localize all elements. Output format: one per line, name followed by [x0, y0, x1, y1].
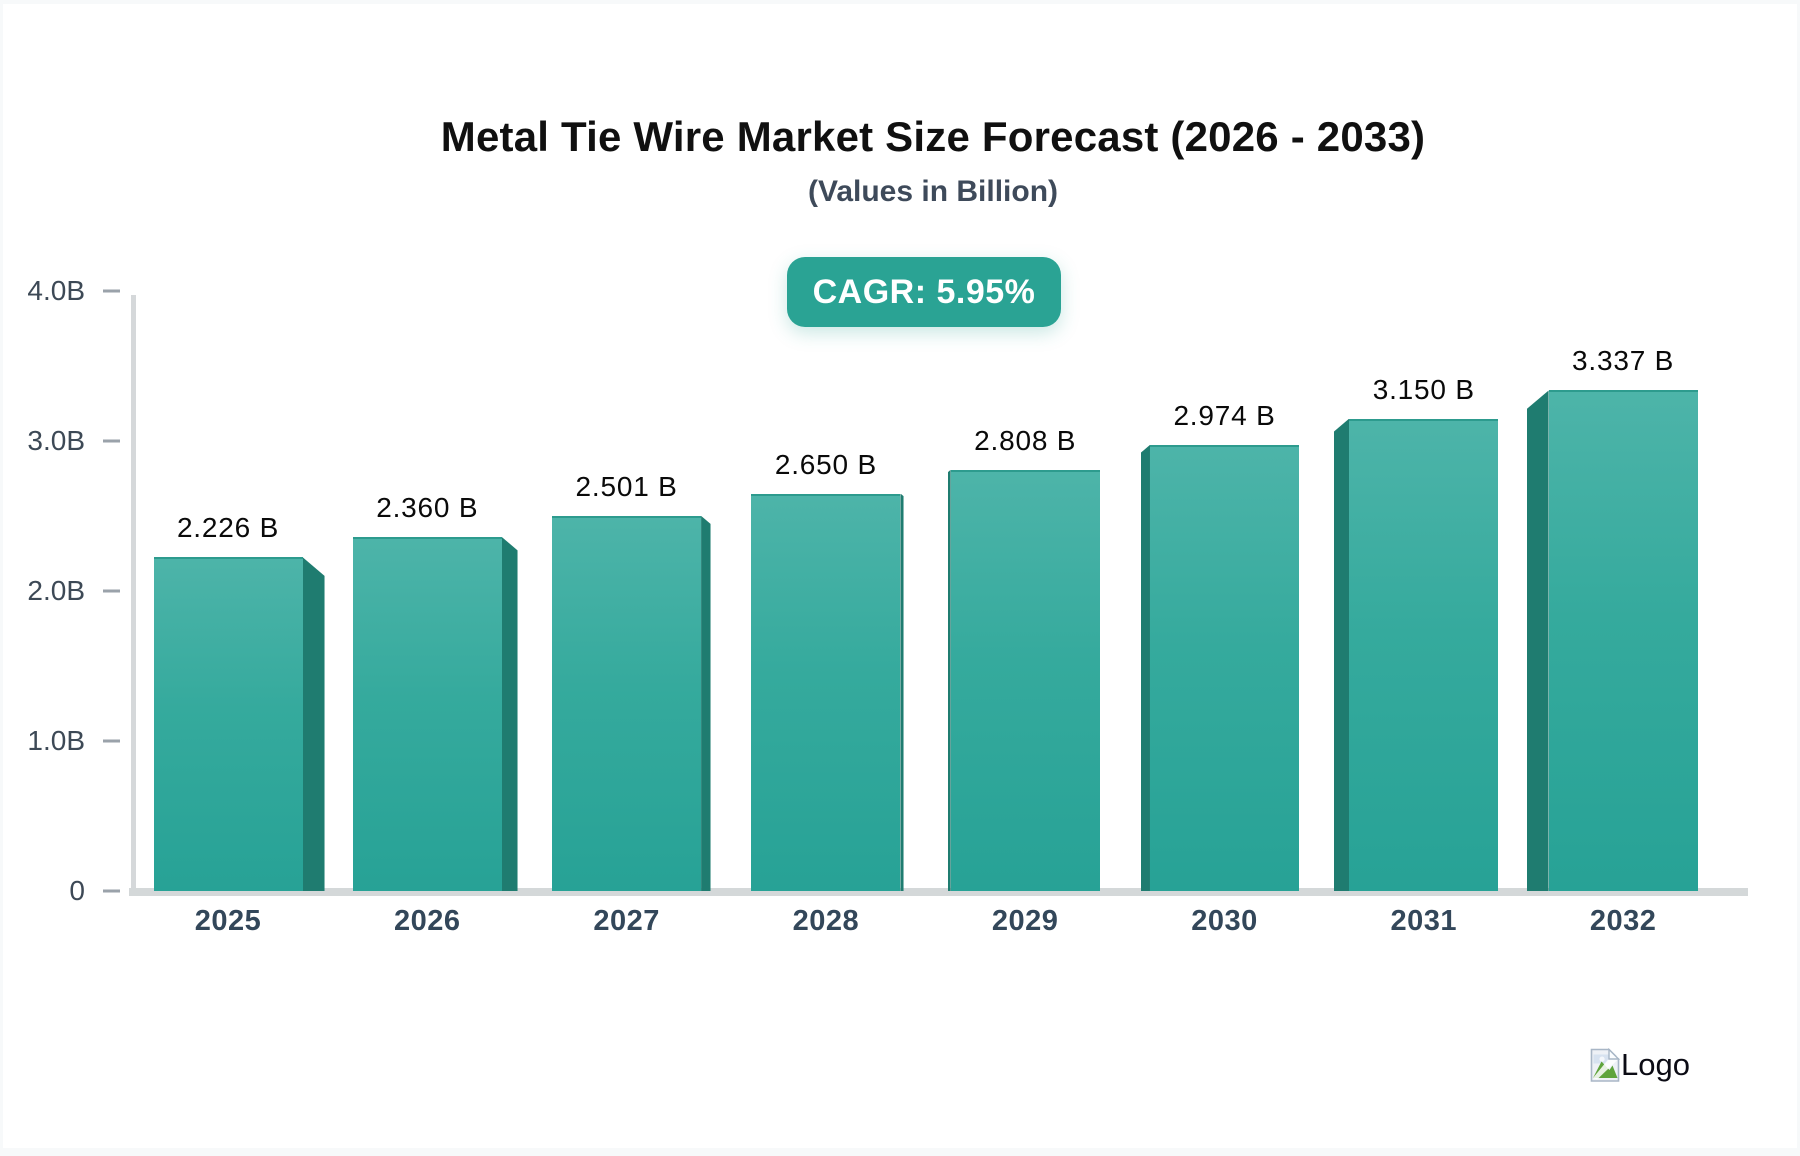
bar-front-face — [950, 469, 1100, 891]
bar-value-label: 2.808 B — [974, 424, 1077, 456]
bar-2029[interactable] — [947, 469, 1100, 891]
y-tick-mark — [103, 739, 120, 743]
bar-2031[interactable] — [1333, 418, 1499, 891]
bar-front-face — [352, 537, 502, 891]
bar-front-face — [1349, 418, 1499, 891]
cagr-badge: CAGR: 5.95% — [787, 257, 1061, 327]
x-axis-label-2031: 2031 — [1390, 905, 1458, 937]
x-axis-label-2025: 2025 — [194, 905, 262, 937]
bar-value-label: 2.226 B — [176, 512, 280, 544]
chart-card: Metal Tie Wire Market Size Forecast (202… — [3, 3, 1797, 1148]
y-tick-mark — [103, 439, 120, 443]
bar-side-face — [302, 557, 325, 891]
y-tick-label: 2.0B — [27, 575, 85, 606]
y-tick-label: 0 — [69, 875, 85, 906]
y-tick-label: 1.0B — [27, 725, 85, 756]
bar-2028[interactable] — [751, 493, 904, 891]
bar-front-face — [153, 557, 303, 891]
x-axis-label-2029: 2029 — [991, 905, 1059, 937]
y-tick-mark — [103, 589, 120, 593]
cagr-badge-label: CAGR: 5.95% — [812, 272, 1036, 311]
bar-2027[interactable] — [552, 515, 711, 891]
bar-front-face — [1149, 444, 1299, 891]
bar-2032[interactable] — [1526, 390, 1698, 891]
x-axis-label-2027: 2027 — [593, 905, 660, 937]
bar-side-face — [1140, 444, 1150, 891]
y-tick-mark — [103, 289, 120, 293]
bar-side-face — [1333, 418, 1350, 891]
bar-value-label: 3.150 B — [1372, 373, 1475, 405]
bar-side-face — [1526, 390, 1549, 891]
x-axis-line — [129, 888, 1748, 896]
bar-2026[interactable] — [352, 537, 518, 891]
x-axis-label-2032: 2032 — [1589, 905, 1657, 937]
chart-title: Metal Tie Wire Market Size Forecast (202… — [440, 113, 1426, 160]
bar-side-face — [947, 469, 951, 891]
y-tick-mark — [103, 889, 120, 893]
top-border — [3, 3, 1797, 4]
y-tick-label: 3.0B — [27, 425, 85, 456]
bar-side-face — [501, 537, 518, 891]
y-axis-line — [131, 295, 136, 891]
chart-subtitle: (Values in Billion) — [807, 175, 1059, 208]
x-axis-label-2030: 2030 — [1191, 905, 1258, 937]
bar-side-face — [900, 493, 904, 891]
y-tick-label: 4.0B — [27, 275, 85, 306]
bar-value-label: 2.974 B — [1173, 399, 1276, 431]
x-axis-label-2026: 2026 — [394, 905, 461, 937]
bar-2025[interactable] — [153, 557, 325, 891]
bar-front-face — [1548, 390, 1698, 891]
bar-value-label: 3.337 B — [1572, 345, 1675, 377]
logo-alt-text: Logo — [1621, 1047, 1690, 1082]
bar-front-face — [751, 493, 901, 891]
bottom-border — [0, 1148, 1800, 1156]
bar-side-face — [701, 515, 711, 891]
logo: Logo — [1589, 1043, 1690, 1083]
x-axis-label-2028: 2028 — [792, 905, 860, 937]
bar-front-face — [552, 515, 702, 891]
bar-value-label: 2.360 B — [376, 492, 479, 523]
bar-value-label: 2.650 B — [774, 448, 877, 480]
bar-2030[interactable] — [1140, 444, 1299, 891]
bar-value-label: 2.501 B — [575, 470, 678, 502]
broken-image-icon — [1590, 1048, 1621, 1082]
